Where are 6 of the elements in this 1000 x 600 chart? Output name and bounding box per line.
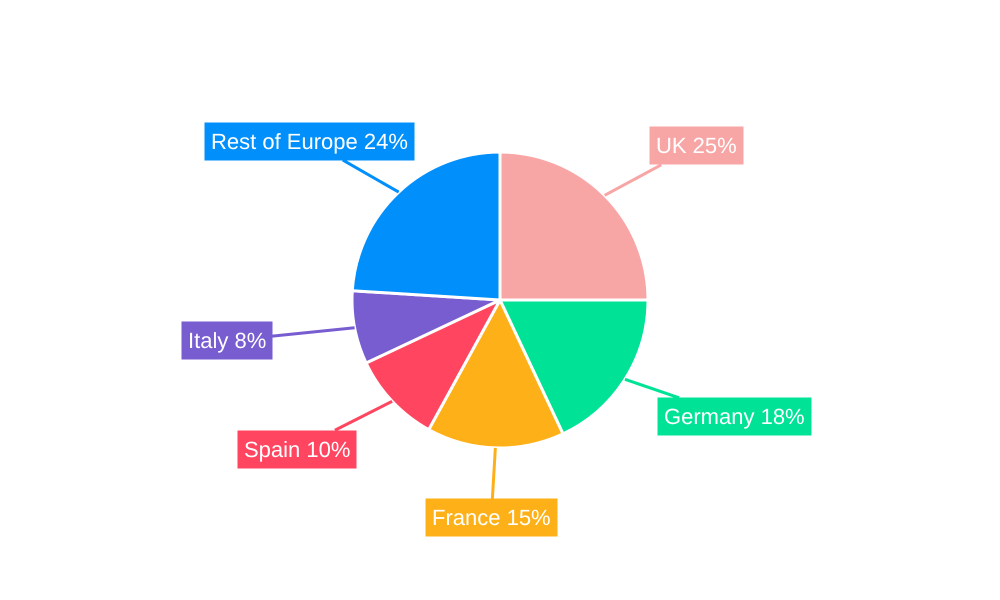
slice-label: Rest of Europe 24% xyxy=(211,129,408,154)
slice-label: Germany 18% xyxy=(664,404,805,429)
slice-label: France 15% xyxy=(432,505,551,530)
slice-label: Italy 8% xyxy=(188,328,266,353)
slice-label: UK 25% xyxy=(656,133,737,158)
slice-label: Spain 10% xyxy=(244,437,350,462)
